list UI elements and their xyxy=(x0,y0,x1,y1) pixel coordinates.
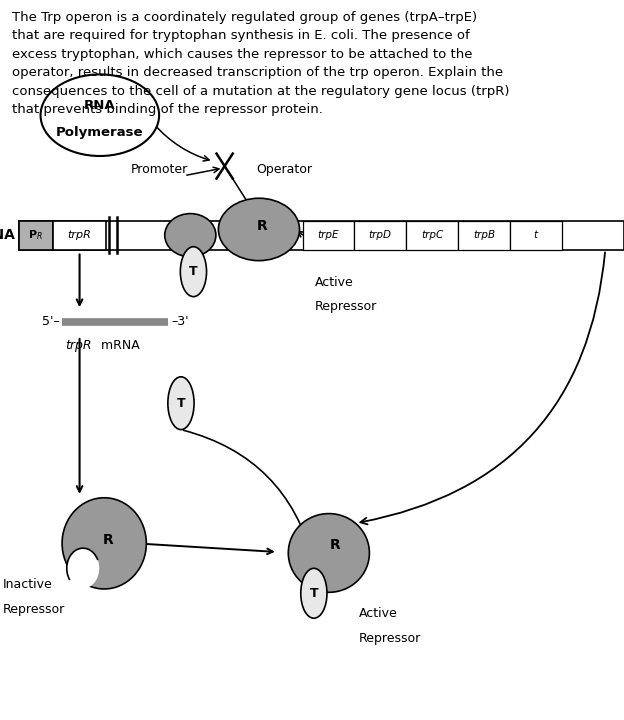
Text: Repressor: Repressor xyxy=(359,631,421,644)
Text: trpC: trpC xyxy=(421,230,443,240)
Text: R: R xyxy=(329,539,341,552)
Bar xyxy=(406,221,458,250)
Bar xyxy=(303,221,354,250)
Ellipse shape xyxy=(288,513,369,593)
Text: Repressor: Repressor xyxy=(3,603,66,616)
Text: T: T xyxy=(189,265,198,278)
Bar xyxy=(510,221,562,250)
Text: trpD: trpD xyxy=(369,230,392,240)
Text: R: R xyxy=(102,533,114,546)
Ellipse shape xyxy=(62,498,146,589)
Text: RNA: RNA xyxy=(84,99,115,112)
Text: trpB: trpB xyxy=(473,230,495,240)
Ellipse shape xyxy=(180,247,207,297)
Ellipse shape xyxy=(41,74,159,156)
Ellipse shape xyxy=(301,568,327,618)
Bar xyxy=(53,221,106,250)
FancyArrowPatch shape xyxy=(183,431,313,561)
Text: 5'–: 5'– xyxy=(42,315,60,328)
Text: Operator: Operator xyxy=(256,163,312,176)
Text: Active: Active xyxy=(315,276,354,289)
Text: Polymerase: Polymerase xyxy=(56,126,144,139)
Text: R: R xyxy=(256,219,268,233)
Text: trpR: trpR xyxy=(66,339,92,352)
Text: T: T xyxy=(177,397,185,410)
Ellipse shape xyxy=(218,198,300,261)
Text: trpR: trpR xyxy=(67,230,92,240)
Bar xyxy=(19,221,624,250)
FancyArrowPatch shape xyxy=(361,253,605,524)
Ellipse shape xyxy=(67,548,99,588)
Text: P$_R$: P$_R$ xyxy=(29,228,43,242)
Bar xyxy=(19,221,53,250)
Text: DNA: DNA xyxy=(0,228,16,242)
Bar xyxy=(354,221,406,250)
Text: mRNA: mRNA xyxy=(97,339,140,352)
Text: Repressor: Repressor xyxy=(315,300,378,313)
Text: T: T xyxy=(310,587,318,600)
Bar xyxy=(458,221,510,250)
Text: Inactive: Inactive xyxy=(3,578,53,591)
Text: trpE: trpE xyxy=(318,230,339,240)
Text: –3': –3' xyxy=(171,315,188,328)
Ellipse shape xyxy=(168,377,194,430)
Text: The Trp operon is a coordinately regulated group of genes (trpA–trpE)
that are r: The Trp operon is a coordinately regulat… xyxy=(12,11,510,117)
Text: t: t xyxy=(534,230,538,240)
Text: Active: Active xyxy=(359,607,397,620)
Text: Promoter: Promoter xyxy=(130,163,188,176)
Ellipse shape xyxy=(165,214,216,257)
